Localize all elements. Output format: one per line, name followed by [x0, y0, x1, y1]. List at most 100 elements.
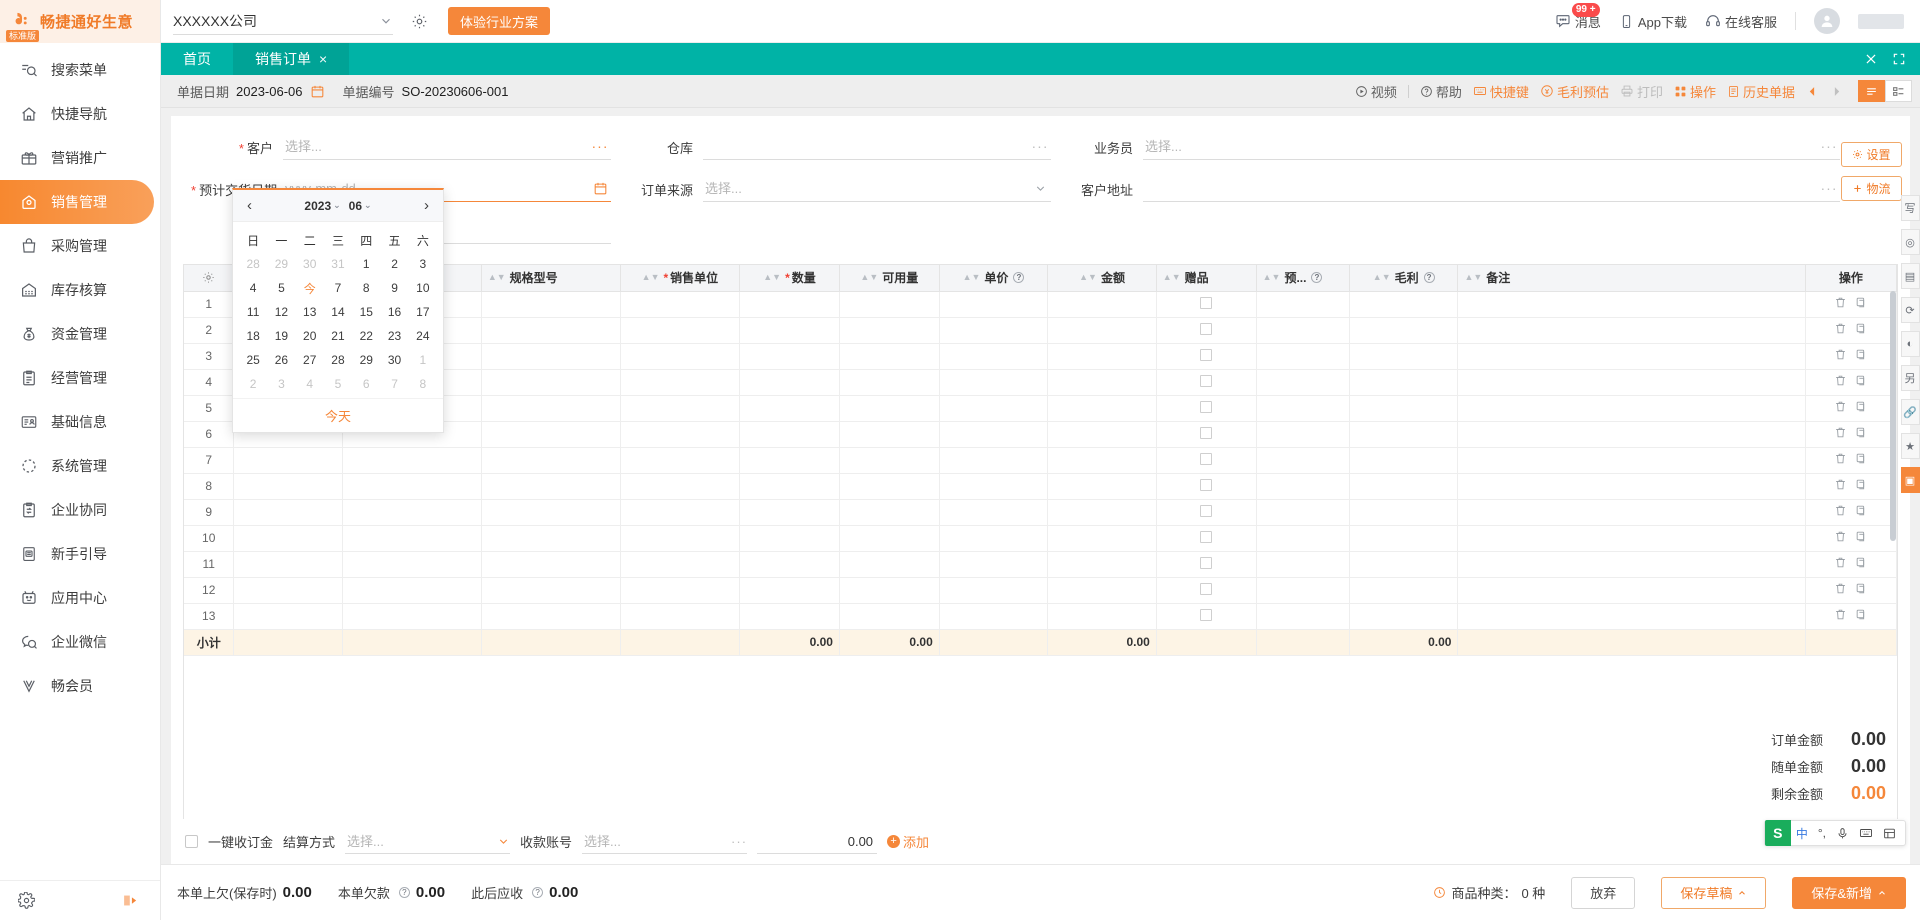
grid-cell[interactable] [1047, 499, 1157, 526]
warehouse-more-icon[interactable]: ··· [1029, 134, 1051, 160]
grid-cell[interactable] [939, 551, 1049, 578]
view-list-icon[interactable] [1858, 80, 1885, 102]
gift-checkbox[interactable] [1200, 348, 1213, 361]
gift-checkbox-cell[interactable] [1156, 291, 1257, 318]
grid-cell[interactable] [342, 551, 482, 578]
settlement-method-field[interactable] [345, 829, 511, 854]
sort-icon[interactable]: ▲▼ [1079, 272, 1097, 283]
copy-row-icon[interactable] [1855, 349, 1868, 364]
mic-icon[interactable] [1831, 827, 1854, 840]
form-settings-button[interactable]: 设置 [1841, 142, 1902, 167]
delete-row-icon[interactable] [1834, 349, 1847, 364]
row-actions[interactable] [1805, 421, 1897, 448]
help-icon[interactable]: ? [1423, 272, 1435, 284]
grid-header-3[interactable]: ▲▼ 规格型号 [481, 265, 621, 292]
grid-cell[interactable] [481, 603, 621, 630]
grid-cell[interactable] [739, 577, 840, 604]
settlement-method-input[interactable] [345, 832, 498, 850]
grid-cell[interactable] [342, 577, 482, 604]
grid-cell[interactable] [1457, 551, 1806, 578]
sidebar-item-13[interactable]: 企业微信 [0, 620, 160, 664]
discard-button[interactable]: 放弃 [1571, 876, 1636, 909]
grid-cell[interactable] [1349, 395, 1459, 422]
grid-cell[interactable] [739, 551, 840, 578]
grid-cell[interactable] [342, 447, 482, 474]
grid-cell[interactable] [1047, 395, 1157, 422]
sidebar-item-14[interactable]: 畅会员 [0, 664, 160, 708]
calendar-day[interactable]: 2 [391, 257, 398, 271]
panel-icon[interactable] [1878, 827, 1901, 840]
grid-cell[interactable] [481, 499, 621, 526]
grid-cell[interactable] [481, 551, 621, 578]
grid-cell[interactable] [481, 317, 621, 344]
grid-cell[interactable] [620, 577, 741, 604]
grid-cell[interactable] [1457, 291, 1806, 318]
list-rail-icon[interactable]: ▤ [1900, 263, 1920, 289]
other-rail-icon[interactable]: 另 [1900, 365, 1920, 391]
grid-cell[interactable] [1349, 473, 1459, 500]
grid-cell[interactable] [739, 525, 840, 552]
scrollbar-thumb[interactable] [1890, 291, 1896, 541]
calendar-day[interactable]: 6 [362, 377, 370, 391]
grid-cell[interactable] [481, 421, 621, 448]
settlement-chevron-down-icon[interactable] [497, 835, 510, 848]
calendar-day[interactable]: 5 [278, 281, 285, 295]
row-actions[interactable] [1805, 603, 1897, 630]
copy-row-icon[interactable] [1855, 453, 1868, 468]
sidebar-item-4[interactable]: 采购管理 [0, 224, 160, 268]
help-icon[interactable]: ? [532, 887, 544, 898]
receipt-account-more-icon[interactable]: ··· [731, 833, 748, 849]
grid-cell[interactable] [1457, 369, 1806, 396]
customer-more-icon[interactable]: ··· [589, 134, 611, 160]
grid-cell[interactable] [939, 369, 1049, 396]
grid-cell[interactable] [1047, 551, 1157, 578]
row-actions[interactable] [1805, 499, 1897, 526]
calendar-day[interactable]: 22 [359, 329, 373, 343]
grid-cell[interactable] [939, 525, 1049, 552]
order-source-input[interactable] [703, 176, 1029, 202]
grid-cell[interactable] [1047, 369, 1157, 396]
toolbar-shortcut[interactable]: 快捷键 [1473, 82, 1529, 101]
gift-checkbox-cell[interactable] [1156, 525, 1257, 552]
calendar-day[interactable]: 20 [303, 329, 317, 343]
toolbar-operations[interactable]: 操作 [1674, 82, 1716, 101]
gift-checkbox-cell[interactable] [1156, 473, 1257, 500]
delete-row-icon[interactable] [1834, 531, 1847, 546]
help-icon[interactable]: ? [1311, 272, 1323, 284]
gift-checkbox-cell[interactable] [1156, 603, 1257, 630]
gift-checkbox[interactable] [1200, 296, 1213, 309]
customer-input[interactable] [283, 134, 589, 160]
calendar-day[interactable]: 30 [303, 257, 317, 271]
calendar-day[interactable]: 12 [274, 305, 289, 319]
grid-cell[interactable] [233, 551, 343, 578]
copy-row-icon[interactable] [1855, 427, 1868, 442]
payment-add-button[interactable]: + 添加 [887, 832, 929, 851]
payment-amount[interactable]: 0.00 [757, 829, 878, 854]
grid-cell[interactable] [939, 447, 1049, 474]
table-row[interactable]: 1 [184, 291, 1897, 318]
grid-cell[interactable] [1256, 291, 1350, 318]
table-row[interactable]: 7 [184, 447, 1897, 474]
copy-row-icon[interactable] [1855, 531, 1868, 546]
tab-sales-order[interactable]: 销售订单 × [233, 43, 350, 75]
delete-row-icon[interactable] [1834, 427, 1847, 442]
chevron-down-icon[interactable] [379, 14, 393, 28]
settings-gear-icon[interactable] [18, 892, 35, 909]
grid-cell[interactable] [1256, 447, 1350, 474]
sidebar-item-6[interactable]: 资金管理 [0, 312, 160, 356]
delete-row-icon[interactable] [1834, 479, 1847, 494]
calendar-day[interactable]: 4 [306, 377, 314, 391]
grid-cell[interactable] [481, 369, 621, 396]
calendar-day[interactable]: 24 [416, 329, 430, 343]
calendar-day[interactable]: 21 [331, 329, 345, 343]
gift-checkbox[interactable] [1200, 582, 1213, 595]
grid-cell[interactable] [1349, 421, 1459, 448]
grid-cell[interactable] [233, 447, 343, 474]
grid-header-13[interactable]: 操作 [1805, 265, 1897, 292]
grid-cell[interactable] [1256, 577, 1350, 604]
calendar-day[interactable]: 18 [246, 329, 260, 343]
grid-cell[interactable] [939, 603, 1049, 630]
prev-document-icon[interactable] [1806, 85, 1819, 98]
grid-cell[interactable] [1349, 291, 1459, 318]
topbar-item-support[interactable]: 在线客服 [1705, 12, 1777, 31]
